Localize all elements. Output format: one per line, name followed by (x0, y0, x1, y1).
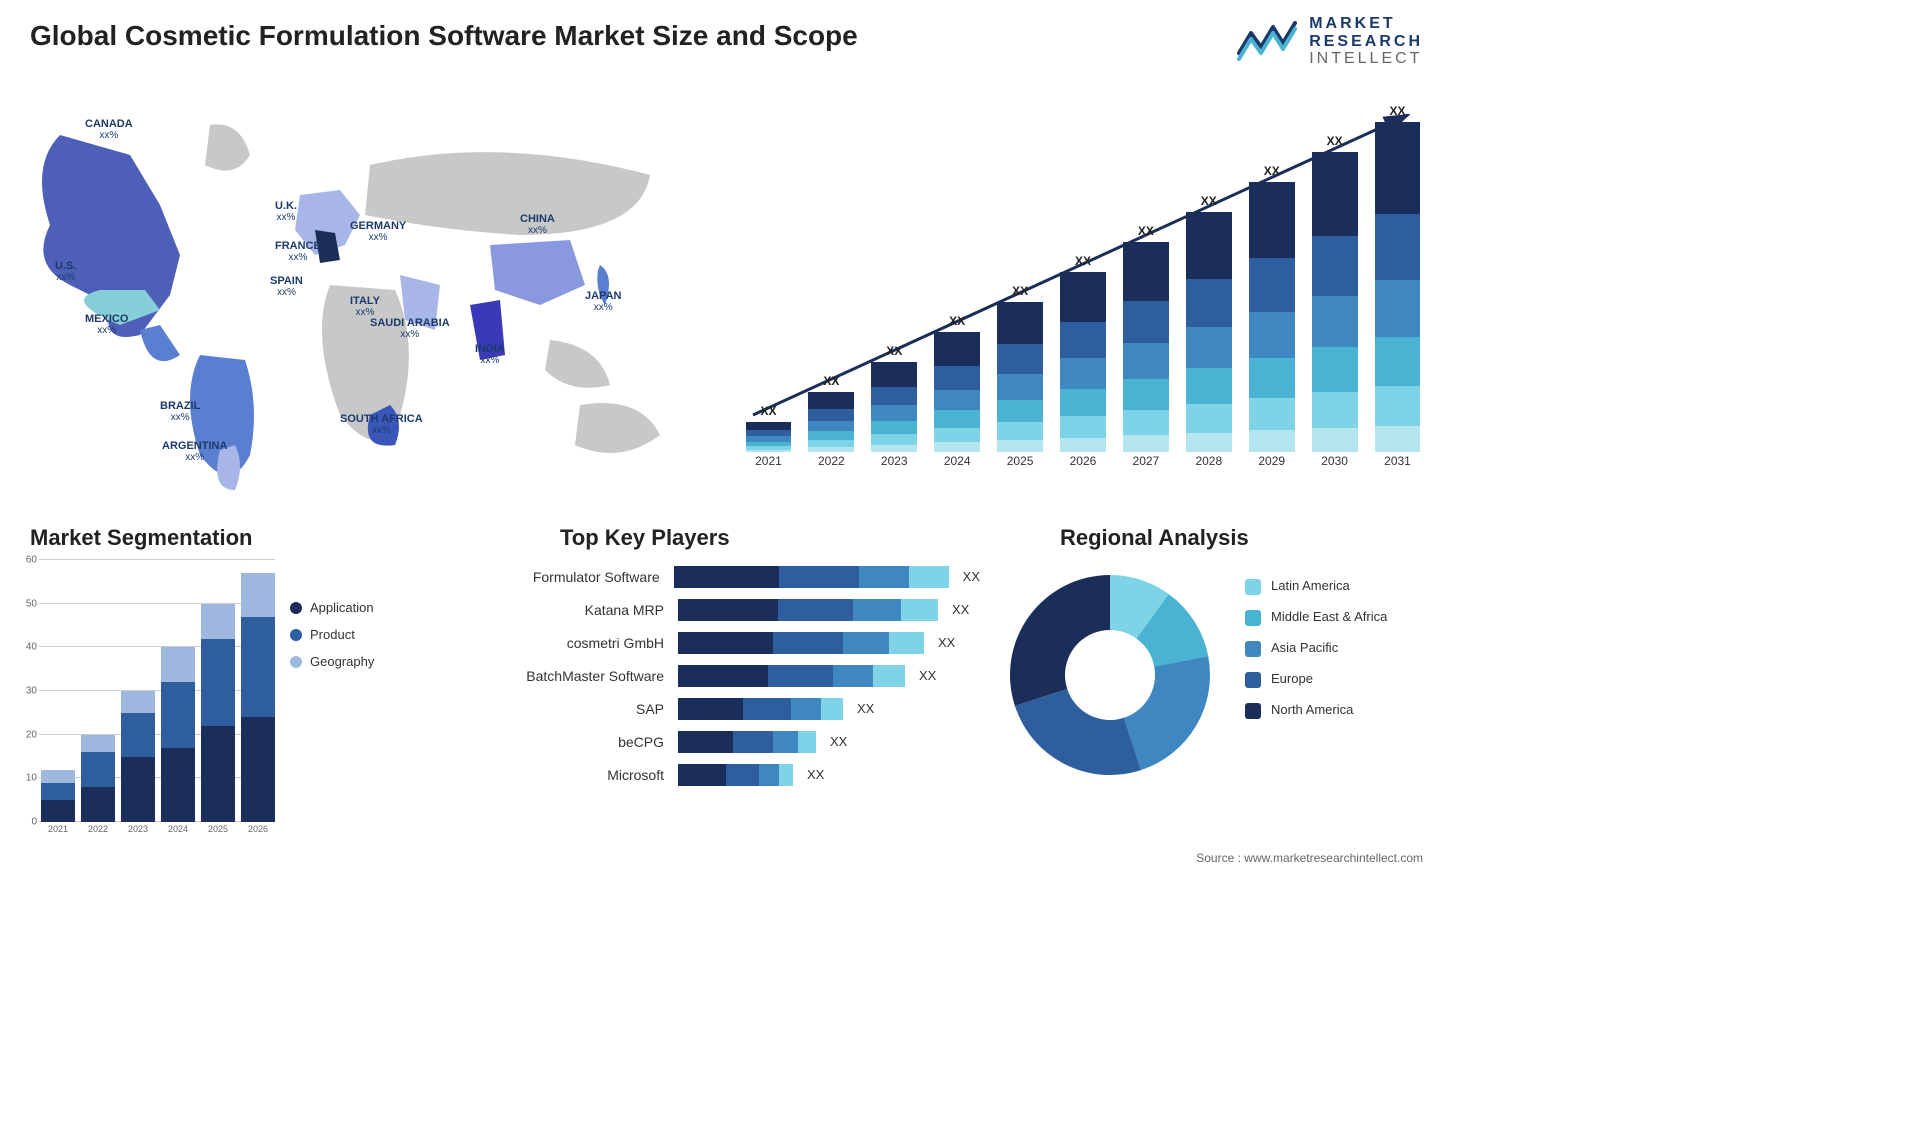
main-chart-year: 2025 (995, 454, 1046, 470)
country-label: GERMANYxx% (350, 220, 406, 243)
brand-text: MARKET RESEARCH INTELLECT (1309, 15, 1423, 68)
segmentation-title: Market Segmentation (30, 525, 253, 551)
player-row: MicrosoftXX (470, 758, 980, 791)
page-title: Global Cosmetic Formulation Software Mar… (30, 20, 858, 52)
main-chart-bar: XX (995, 284, 1046, 452)
regional-legend: Latin America Middle East & Africa Asia Pa… (1245, 578, 1387, 733)
country-label: SAUDI ARABIAxx% (370, 317, 450, 340)
main-bar-chart: XXXXXXXXXXXXXXXXXXXXXX 20212022202320242… (743, 100, 1423, 470)
main-chart-bar: XX (743, 404, 794, 452)
player-row: cosmetri GmbHXX (470, 626, 980, 659)
donut-slice (1124, 656, 1210, 770)
main-chart-bar: XX (1372, 104, 1423, 452)
segmentation-bar (121, 691, 155, 822)
segmentation-bar (41, 770, 75, 822)
player-row: BatchMaster SoftwareXX (470, 659, 980, 692)
country-label: BRAZILxx% (160, 400, 200, 423)
player-row: SAPXX (470, 692, 980, 725)
legend-item: North America (1245, 702, 1387, 719)
main-chart-year: 2029 (1246, 454, 1297, 470)
main-chart-bar: XX (1120, 224, 1171, 452)
country-label: SOUTH AFRICAxx% (340, 413, 423, 436)
main-chart-bar: XX (1246, 164, 1297, 452)
country-label: ITALYxx% (350, 295, 380, 318)
segmentation-chart: 0102030405060 202120222023202420252026 (15, 560, 275, 840)
main-chart-bar: XX (1058, 254, 1109, 452)
source-text: Source : www.marketresearchintellect.com (1196, 851, 1423, 865)
legend-item: Application (290, 600, 374, 615)
legend-item: Product (290, 627, 374, 642)
segmentation-bar (201, 604, 235, 822)
brand-icon (1237, 21, 1297, 61)
country-label: CHINAxx% (520, 213, 555, 236)
player-row: Formulator SoftwareXX (470, 560, 980, 593)
country-label: SPAINxx% (270, 275, 303, 298)
legend-item: Asia Pacific (1245, 640, 1387, 657)
top-players-title: Top Key Players (560, 525, 730, 551)
country-label: JAPANxx% (585, 290, 621, 313)
main-chart-bar: XX (806, 374, 857, 452)
main-chart-year: 2024 (932, 454, 983, 470)
main-chart-year: 2028 (1183, 454, 1234, 470)
main-chart-year: 2031 (1372, 454, 1423, 470)
legend-item: Europe (1245, 671, 1387, 688)
player-row: beCPGXX (470, 725, 980, 758)
country-label: ARGENTINAxx% (162, 440, 227, 463)
country-label: CANADAxx% (85, 118, 133, 141)
country-label: MEXICOxx% (85, 313, 128, 336)
main-chart-year: 2023 (869, 454, 920, 470)
main-chart-bar: XX (869, 344, 920, 452)
main-chart-year: 2022 (806, 454, 857, 470)
main-chart-year: 2030 (1309, 454, 1360, 470)
top-players-chart: Formulator SoftwareXXKatana MRPXXcosmetr… (470, 560, 980, 791)
country-label: FRANCExx% (275, 240, 321, 263)
main-chart-bar: XX (932, 314, 983, 452)
segmentation-bar (241, 573, 275, 822)
main-chart-year: 2021 (743, 454, 794, 470)
legend-item: Middle East & Africa (1245, 609, 1387, 626)
regional-title: Regional Analysis (1060, 525, 1249, 551)
segmentation-bar (161, 647, 195, 822)
main-chart-year: 2027 (1120, 454, 1171, 470)
segmentation-legend: Application Product Geography (290, 600, 374, 681)
country-label: U.S.xx% (55, 260, 76, 283)
donut-slice (1010, 575, 1110, 706)
legend-item: Latin America (1245, 578, 1387, 595)
main-chart-year: 2026 (1058, 454, 1109, 470)
world-map: CANADAxx% U.S.xx% MEXICOxx% BRAZILxx% ARGENT… (0, 95, 700, 495)
legend-item: Geography (290, 654, 374, 669)
donut-slice (1015, 689, 1141, 775)
segmentation-bar (81, 735, 115, 822)
regional-donut (1000, 565, 1220, 785)
country-label: INDIAxx% (475, 343, 505, 366)
brand-logo: MARKET RESEARCH INTELLECT (1237, 15, 1423, 68)
main-chart-bar: XX (1183, 194, 1234, 452)
country-label: U.K.xx% (275, 200, 297, 223)
player-row: Katana MRPXX (470, 593, 980, 626)
main-chart-bar: XX (1309, 134, 1360, 452)
